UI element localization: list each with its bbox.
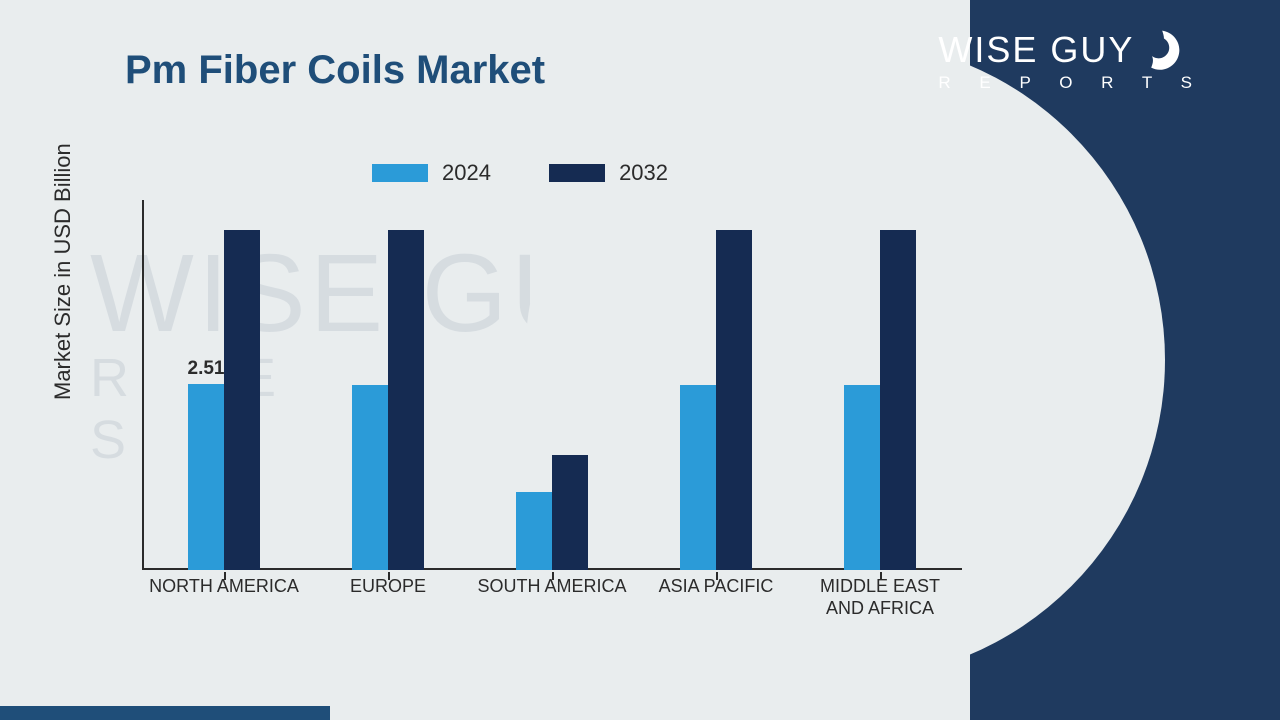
bar	[880, 230, 916, 570]
bar-group	[306, 200, 470, 570]
legend-item-2024: 2024	[372, 160, 491, 186]
brand-line2: R E P O R T S	[938, 74, 1252, 91]
plot-area: 2.51	[142, 200, 962, 570]
bar-value-label: 2.51	[188, 358, 225, 380]
footer-accent-bar	[0, 706, 330, 720]
brand-line1: WISE GUY	[938, 32, 1134, 68]
bar	[388, 230, 424, 570]
bar	[844, 385, 880, 570]
legend-label-2032: 2032	[619, 160, 668, 186]
category-label: ASIA PACIFIC	[634, 576, 798, 619]
legend-item-2032: 2032	[549, 160, 668, 186]
legend-swatch-2024	[372, 164, 428, 182]
brand-head-icon	[1138, 28, 1182, 72]
category-label: SOUTH AMERICA	[470, 576, 634, 619]
legend: 2024 2032	[60, 160, 980, 188]
bar	[352, 385, 388, 570]
legend-label-2024: 2024	[442, 160, 491, 186]
category-label: NORTH AMERICA	[142, 576, 306, 619]
bar-group: 2.51	[142, 200, 306, 570]
brand-logo: WISE GUY R E P O R T S	[938, 28, 1252, 91]
bar	[224, 230, 260, 570]
chart-title: Pm Fiber Coils Market	[125, 48, 545, 93]
category-label: MIDDLE EAST AND AFRICA	[798, 576, 962, 619]
legend-swatch-2032	[549, 164, 605, 182]
category-label: EUROPE	[306, 576, 470, 619]
bar	[716, 230, 752, 570]
chart: Market Size in USD Billion 2024 2032 2.5…	[60, 160, 980, 630]
chart-stage: WISE GUY R E P O R T S WISE GUY	[0, 0, 1280, 720]
bar-group	[470, 200, 634, 570]
bar-groups: 2.51	[142, 200, 962, 570]
category-labels: NORTH AMERICAEUROPESOUTH AMERICAASIA PAC…	[142, 576, 962, 619]
bar	[516, 492, 552, 570]
bar: 2.51	[188, 384, 224, 570]
bar	[552, 455, 588, 570]
bar-group	[634, 200, 798, 570]
bar-group	[798, 200, 962, 570]
bar	[680, 385, 716, 570]
